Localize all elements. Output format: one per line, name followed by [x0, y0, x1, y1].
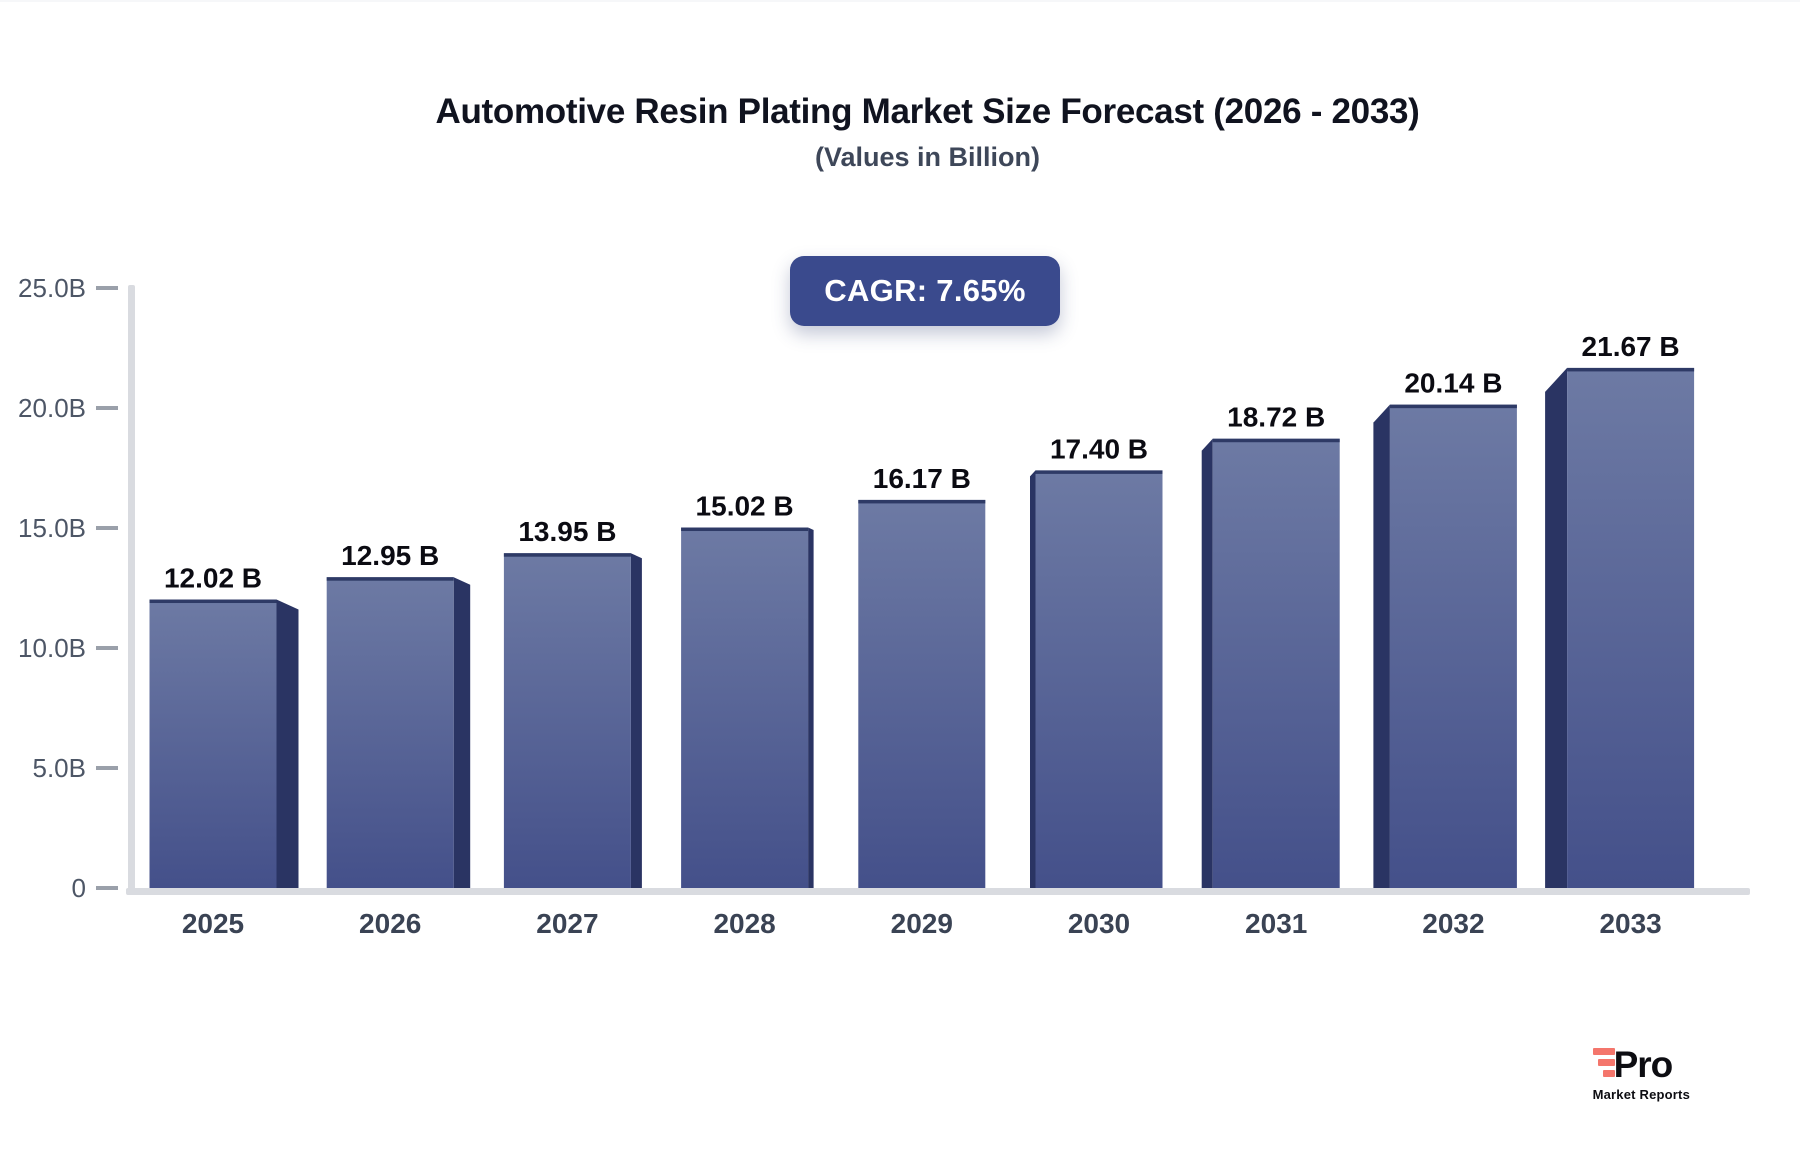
bar-2029: [858, 499, 986, 888]
bar-2025: [149, 599, 277, 888]
bar-top-edge-2030: [1035, 470, 1163, 474]
bar-side-face-2033: [1545, 367, 1568, 888]
bar-value-label-2031: 18.72 B: [1227, 402, 1325, 433]
logo-top-row: Pro: [1592, 1044, 1674, 1085]
y-tick-0: [96, 886, 118, 890]
bar-side-face-2030: [1030, 470, 1036, 888]
bar-side-face-2026: [453, 577, 471, 888]
bar-top-edge-2025: [149, 599, 277, 604]
pro-market-reports-logo: Pro Market Reports: [1592, 1044, 1690, 1102]
y-tick-5.0B: [96, 766, 118, 770]
bar-top-edge-2027: [503, 553, 631, 557]
logo-subtext: Market Reports: [1592, 1087, 1690, 1102]
bar-2026: [326, 577, 454, 888]
x-axis-label-2025: 2025: [182, 908, 244, 939]
bar-value-label-2026: 12.95 B: [341, 540, 439, 571]
bar-side-face-2032: [1373, 404, 1390, 888]
y-axis-label-15.0B: 15.0B: [18, 513, 86, 543]
bar-2028: [681, 527, 809, 888]
bar-top-edge-2026: [326, 577, 454, 581]
bar-2031: [1212, 438, 1340, 888]
bar-value-label-2025: 12.02 B: [164, 563, 262, 594]
bar-value-label-2028: 15.02 B: [696, 491, 794, 522]
chart-subtitle: (Values in Billion): [814, 142, 1041, 172]
bar-2030: [1035, 470, 1163, 888]
chart-title: Automotive Resin Plating Market Size For…: [435, 92, 1420, 131]
bar-2032: [1389, 404, 1517, 888]
logo-bar-bottom: [1602, 1070, 1615, 1077]
bar-value-label-2032: 20.14 B: [1404, 368, 1502, 399]
x-axis-line: [126, 888, 1750, 895]
x-axis-label-2032: 2032: [1422, 908, 1484, 939]
bar-side-face-2028: [808, 527, 814, 888]
y-axis-label-10.0B: 10.0B: [18, 633, 86, 663]
cagr-badge-label: CAGR: 7.65%: [824, 273, 1026, 308]
logo-speed-bars-icon: [1592, 1048, 1615, 1077]
x-axis-label-2029: 2029: [891, 908, 953, 939]
logo-bar-top: [1592, 1048, 1615, 1055]
cagr-badge: CAGR: 7.65%: [790, 256, 1060, 326]
x-axis-label-2030: 2030: [1068, 908, 1130, 939]
y-tick-20.0B: [96, 406, 118, 410]
chart-header: Automotive Resin Plating Market Size For…: [55, 92, 1800, 173]
x-axis-label-2026: 2026: [359, 908, 421, 939]
y-axis-label-0: 0: [72, 873, 86, 903]
logo-bar-middle: [1597, 1059, 1615, 1066]
bar-side-face-2031: [1201, 438, 1213, 888]
bar-top-edge-2032: [1389, 404, 1517, 409]
y-axis-line: [128, 285, 135, 895]
x-axis-label-2031: 2031: [1245, 908, 1307, 939]
y-tick-25.0B: [96, 286, 118, 290]
bar-top-edge-2029: [858, 499, 986, 504]
bar-value-label-2030: 17.40 B: [1050, 433, 1148, 464]
bar-2033: [1567, 367, 1695, 888]
y-axis-label-20.0B: 20.0B: [18, 393, 86, 423]
bar-side-face-2025: [276, 599, 299, 888]
y-axis-label-25.0B: 25.0B: [18, 273, 86, 303]
y-axis-label-5.0B: 5.0B: [33, 753, 87, 783]
bar-top-edge-2028: [681, 527, 809, 532]
bar-side-face-2027: [630, 553, 642, 888]
bar-top-edge-2031: [1212, 438, 1340, 443]
bar-value-label-2027: 13.95 B: [518, 516, 616, 547]
x-axis-label-2027: 2027: [536, 908, 598, 939]
x-axis-label-2033: 2033: [1599, 908, 1661, 939]
logo-name: Pro: [1613, 1044, 1674, 1085]
x-axis-label-2028: 2028: [713, 908, 775, 939]
bar-top-edge-2033: [1567, 367, 1695, 372]
y-tick-15.0B: [96, 526, 118, 530]
y-tick-10.0B: [96, 646, 118, 650]
bar-value-label-2029: 16.17 B: [873, 463, 971, 494]
bar-2027: [503, 553, 631, 888]
bar-value-label-2033: 21.67 B: [1582, 331, 1680, 362]
